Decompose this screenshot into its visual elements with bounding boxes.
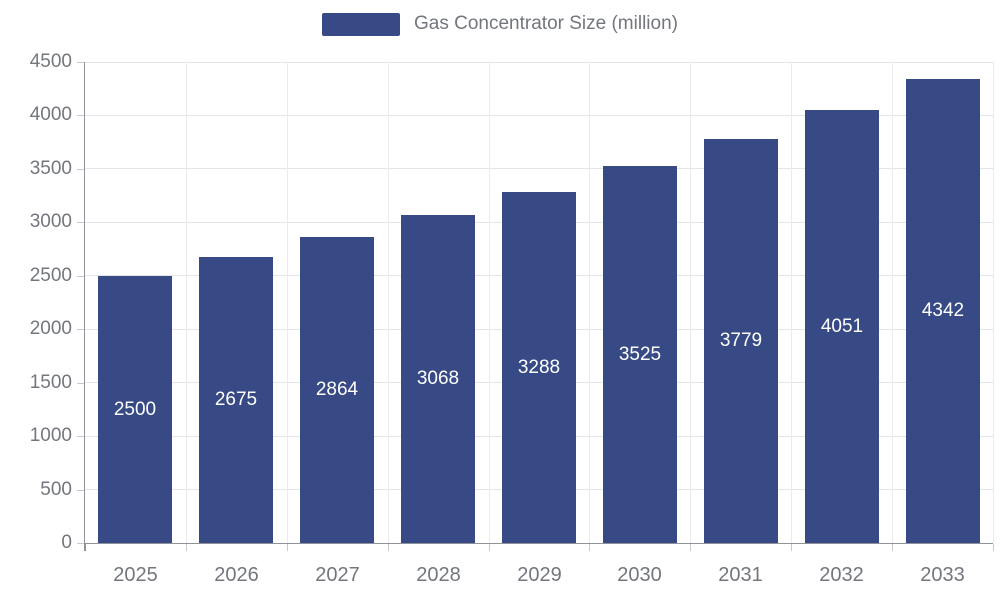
- y-axis-tick: [77, 222, 84, 224]
- y-axis-tick: [77, 168, 84, 170]
- y-axis-tick-label: 0: [61, 532, 72, 553]
- x-axis-tick-label: 2025: [113, 564, 158, 586]
- x-axis-tick-label: 2026: [214, 564, 259, 586]
- y-axis-tick: [77, 489, 84, 491]
- bar[interactable]: 2500: [98, 276, 172, 543]
- bar[interactable]: 2864: [300, 237, 374, 543]
- gridline-horizontal: [85, 168, 993, 170]
- gridline-vertical: [790, 62, 792, 543]
- y-axis-tick-label: 3000: [29, 211, 72, 233]
- y-axis-tick-label: 2500: [29, 264, 72, 286]
- gridline-vertical: [891, 62, 893, 543]
- x-axis-tick-label: 2030: [617, 564, 662, 586]
- bar-value-label: 2675: [214, 389, 258, 410]
- bar-value-label: 3068: [416, 368, 460, 389]
- y-axis-tick-label: 1500: [29, 371, 72, 393]
- x-axis-tick: [287, 544, 288, 551]
- y-axis-tick-label: 4000: [29, 104, 72, 126]
- x-axis-tick: [589, 544, 590, 551]
- y-axis-tick-label: 1000: [29, 425, 72, 447]
- bar[interactable]: 3288: [502, 192, 576, 543]
- bar[interactable]: 3068: [401, 215, 475, 543]
- y-axis-tick-label: 500: [40, 478, 72, 500]
- x-axis-line: [85, 543, 993, 544]
- gridline-vertical: [185, 62, 187, 543]
- bar-value-label: 2864: [315, 379, 359, 400]
- x-axis-tick-label: 2028: [416, 564, 461, 586]
- y-axis-tick: [77, 275, 84, 277]
- x-axis-tick-label: 2027: [315, 564, 360, 586]
- legend-label: Gas Concentrator Size (million): [414, 13, 678, 34]
- bar-value-label: 4342: [921, 300, 965, 321]
- bar-value-label: 4051: [820, 315, 864, 337]
- x-axis-tick: [892, 544, 893, 551]
- y-axis-tick: [77, 543, 84, 544]
- gridline-horizontal: [85, 61, 993, 63]
- bar-value-label: 2500: [113, 398, 157, 420]
- y-axis-tick: [77, 62, 84, 63]
- y-axis-tick: [77, 436, 84, 438]
- legend[interactable]: Gas Concentrator Size (million): [0, 0, 1000, 48]
- x-axis-tick: [690, 544, 691, 551]
- y-axis-tick-label: 4500: [29, 51, 72, 72]
- y-axis-tick-label: 2000: [29, 318, 72, 340]
- bar-value-label: 3288: [517, 356, 561, 378]
- x-axis-tick: [489, 544, 490, 551]
- bar[interactable]: 2675: [199, 257, 273, 543]
- x-axis-tick-label: 2032: [819, 564, 864, 586]
- x-axis-tick-label: 2029: [517, 564, 562, 586]
- gridline-vertical: [689, 62, 691, 543]
- bar[interactable]: 4051: [805, 110, 879, 543]
- y-axis-line: [84, 62, 85, 551]
- gridline-horizontal: [85, 114, 993, 116]
- bar[interactable]: 3779: [704, 139, 778, 543]
- x-axis-tick: [993, 544, 994, 551]
- gridline-vertical: [286, 62, 288, 543]
- gridline-vertical: [992, 62, 994, 543]
- bar-value-label: 3779: [719, 330, 763, 351]
- gridline-vertical: [488, 62, 490, 543]
- legend-swatch: [322, 12, 400, 36]
- x-axis-tick: [791, 544, 792, 551]
- bar-value-label: 3525: [618, 343, 662, 365]
- x-axis-tick: [186, 544, 187, 551]
- gridline-vertical: [387, 62, 389, 543]
- y-axis-tick: [77, 382, 84, 384]
- x-axis-tick: [85, 544, 86, 551]
- bar[interactable]: 3525: [603, 166, 677, 543]
- y-axis-tick: [77, 329, 84, 331]
- x-axis-tick-label: 2033: [920, 564, 965, 586]
- x-axis-tick: [388, 544, 389, 551]
- x-axis-tick-label: 2031: [718, 564, 763, 586]
- gridline-vertical: [588, 62, 590, 543]
- bar[interactable]: 4342: [906, 79, 980, 543]
- y-axis-tick: [77, 115, 84, 117]
- y-axis-tick-label: 3500: [29, 157, 72, 179]
